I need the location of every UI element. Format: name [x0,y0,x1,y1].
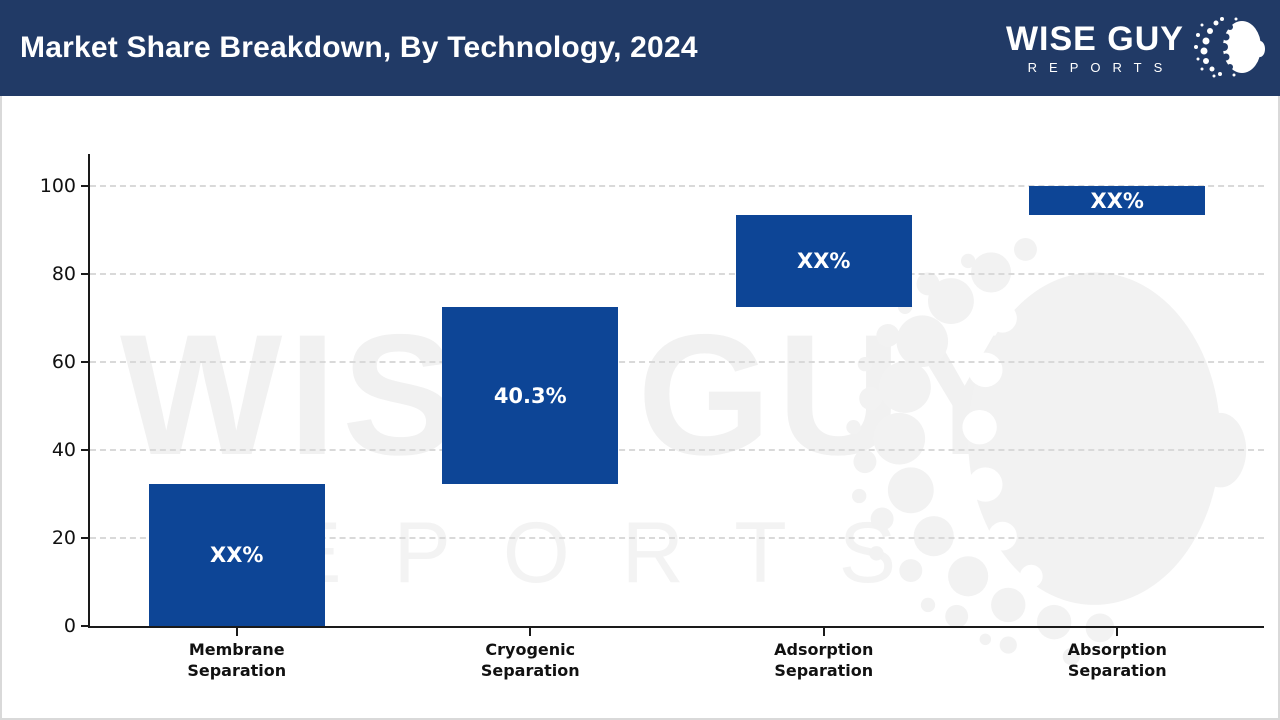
gridline [90,537,1264,539]
y-tick-mark [81,625,90,627]
x-tick-mark [529,628,532,636]
bar-value-label: XX% [210,543,264,568]
x-category-label-line: Separation [480,660,580,680]
x-category-label: Adsorption Separation [677,640,971,682]
x-category-label-line: Adsorption [774,640,874,659]
y-tick-label: 100 [39,175,76,197]
gridline [90,449,1264,451]
watermark-face-icon [846,238,1247,666]
y-tick-label: 60 [51,351,76,373]
y-tick-mark [81,185,90,187]
y-tick-mark [81,273,90,275]
y-axis-line [88,154,90,628]
wiseguy-face-icon [1194,17,1265,78]
waterfall-bar: XX% [735,215,912,307]
x-axis-line [88,626,1264,628]
y-tick-label: 80 [51,263,76,285]
x-category-label-line: Separation [1067,660,1167,680]
brand-logo: WISE GUY REPORTS [1006,0,1266,96]
brand-subtitle: REPORTS [1027,59,1175,75]
brand-text: WISE GUY REPORTS [1006,22,1184,75]
x-category-label-line: Separation [774,660,874,680]
x-category-label: Absorption Separation [971,640,1265,682]
x-category-label: Cryogenic Separation [384,640,678,682]
waterfall-bar: XX% [1029,186,1206,216]
bar-value-label: XX% [1090,188,1144,213]
page-title: Market Share Breakdown, By Technology, 2… [20,31,698,64]
brand-name: WISE GUY [1005,19,1184,58]
x-tick-mark [235,628,238,636]
x-category-label-line: Membrane [188,640,285,659]
x-category-label-line: Cryogenic [485,640,576,659]
x-tick-mark [822,628,825,636]
y-tick-mark [81,537,90,539]
bar-value-label: XX% [797,249,851,274]
y-tick-label: 20 [51,527,76,549]
y-tick-mark [81,449,90,451]
waterfall-bar: XX% [148,484,325,626]
gridline [90,361,1264,363]
y-tick-mark [81,361,90,363]
x-category-label: Membrane Separation [90,640,384,682]
y-tick-label: 40 [51,439,76,461]
bar-value-label: 40.3% [493,383,567,408]
waterfall-bar: 40.3% [442,307,619,485]
gridline [90,273,1264,275]
x-category-label-line: Absorption [1067,640,1167,659]
header: Market Share Breakdown, By Technology, 2… [0,0,1280,96]
x-category-label-line: Separation [187,660,287,680]
y-tick-label: 0 [63,615,76,637]
gridline [90,185,1264,187]
x-tick-mark [1116,628,1119,636]
chart-area: WISE GUY REPORTS [0,96,1280,720]
